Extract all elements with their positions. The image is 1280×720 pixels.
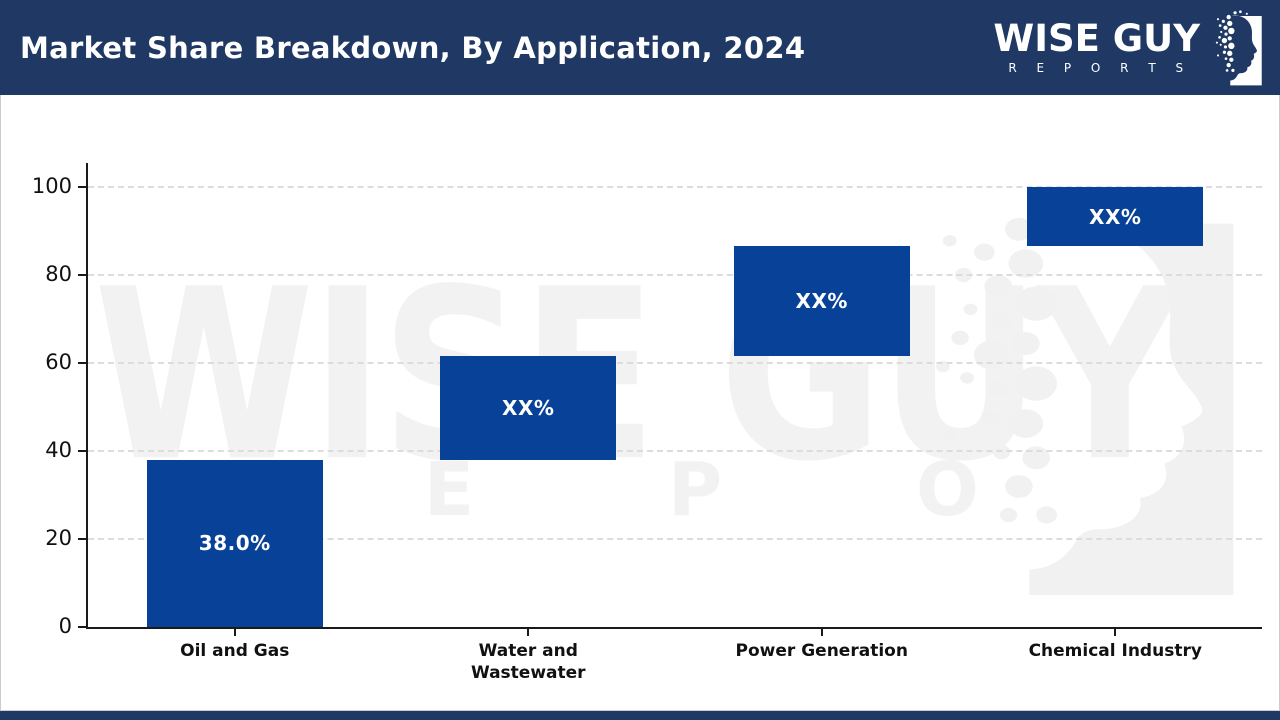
brand-logo: WISE GUY R E P O R T S [993, 9, 1266, 86]
watermark-wordmark: WISE GUY [93, 238, 1183, 514]
brand-subtitle-text: R E P O R T S [1008, 61, 1192, 75]
footer-bar [0, 711, 1280, 720]
watermark-subtitle: R E P O R T S [173, 447, 1279, 533]
brand-head-icon [1215, 9, 1262, 85]
brand-name-text: WISE GUY [993, 17, 1200, 60]
chart-card: WISE GUY R E P O R T S [0, 95, 1280, 711]
page-title: Market Share Breakdown, By Application, … [20, 30, 806, 65]
watermark-head-icon [935, 217, 1234, 595]
brand-wordmark: WISE GUY R E P O R T S [993, 20, 1200, 75]
header-bar: Market Share Breakdown, By Application, … [0, 0, 1280, 95]
